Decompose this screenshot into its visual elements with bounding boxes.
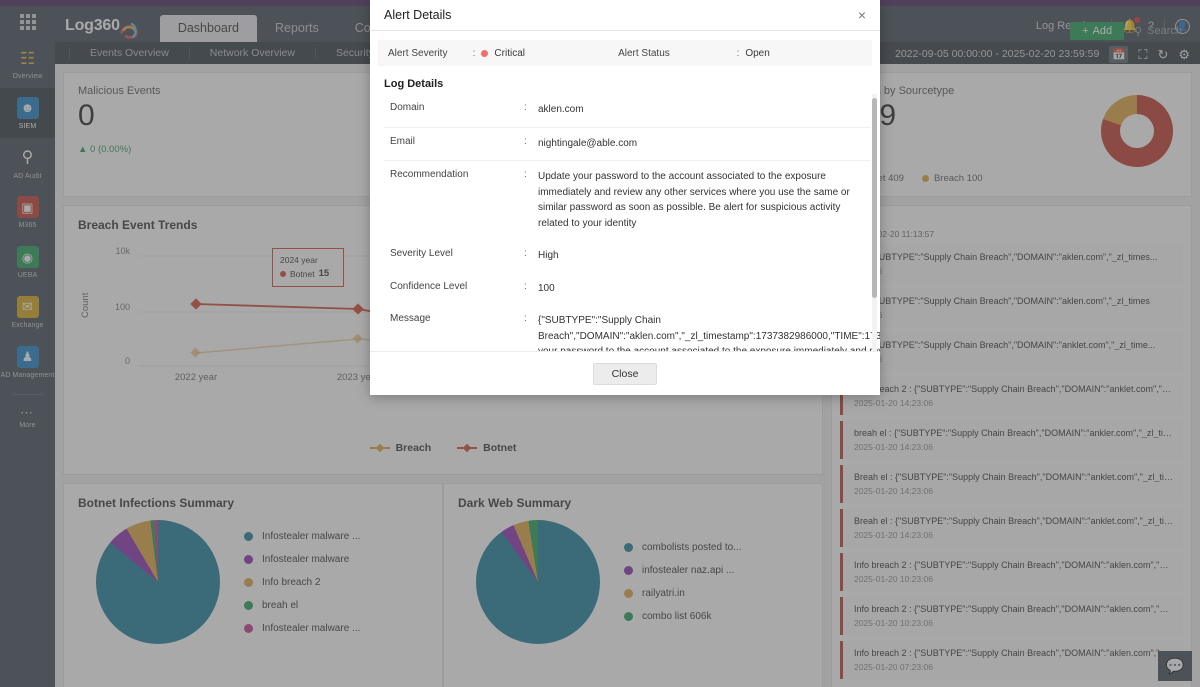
- close-button[interactable]: Close: [592, 362, 658, 385]
- detail-row-confidence-level: Confidence Level : 100: [384, 273, 870, 306]
- detail-row-email: Email : nightingale@able.com: [384, 128, 870, 161]
- severity-dot-icon: [481, 49, 489, 57]
- detail-row-recommendation: Recommendation : Update your password to…: [384, 161, 870, 240]
- close-icon[interactable]: ×: [857, 7, 866, 23]
- detail-row-message: Message : {"SUBTYPE":"Supply Chain Breac…: [384, 305, 880, 351]
- colon: :: [524, 135, 527, 147]
- colon: :: [524, 280, 527, 292]
- log-details-list[interactable]: Domain : aklen.com Email : nightingale@a…: [370, 94, 880, 351]
- alert-summary-bar: Alert Severity : Critical Alert Status :…: [378, 40, 872, 66]
- detail-value: High: [538, 250, 559, 261]
- modal-footer: Close: [370, 351, 880, 395]
- detail-key: Domain: [390, 102, 425, 113]
- detail-value: aklen.com: [538, 104, 584, 115]
- detail-key: Severity Level: [390, 248, 453, 259]
- alert-severity-label: Alert Severity: [388, 47, 448, 59]
- detail-key: Confidence Level: [390, 280, 468, 292]
- alert-status-value: Open: [745, 47, 770, 59]
- detail-value: nightingale@able.com: [538, 137, 638, 149]
- alert-details-modal: Alert Details × Alert Severity : Critica…: [370, 0, 880, 395]
- detail-value: 100: [538, 282, 555, 294]
- modal-header: Alert Details ×: [370, 0, 880, 31]
- alert-severity-value: Critical: [494, 47, 525, 59]
- scrollbar-thumb[interactable]: [872, 98, 877, 298]
- colon: :: [524, 313, 527, 324]
- detail-value: {"SUBTYPE":"Supply Chain Breach","DOMAIN…: [538, 315, 880, 351]
- colon: :: [524, 169, 527, 180]
- modal-title: Alert Details: [384, 8, 452, 22]
- detail-row-domain: Domain : aklen.com: [384, 94, 870, 128]
- colon: :: [736, 47, 740, 59]
- alert-status-value-wrap: : Open: [737, 48, 872, 59]
- detail-key: Email: [390, 135, 416, 147]
- colon: :: [472, 47, 476, 59]
- detail-key: Recommendation: [390, 169, 469, 180]
- log-details-heading: Log Details: [384, 78, 444, 90]
- colon: :: [524, 248, 527, 259]
- colon: :: [524, 102, 527, 113]
- detail-value: Update your password to the account asso…: [538, 171, 850, 229]
- alert-severity-value-wrap: : Critical: [473, 48, 608, 59]
- alert-status-label: Alert Status: [618, 47, 670, 59]
- detail-key: Message: [390, 313, 431, 324]
- detail-row-severity-level: Severity Level : High: [384, 240, 870, 273]
